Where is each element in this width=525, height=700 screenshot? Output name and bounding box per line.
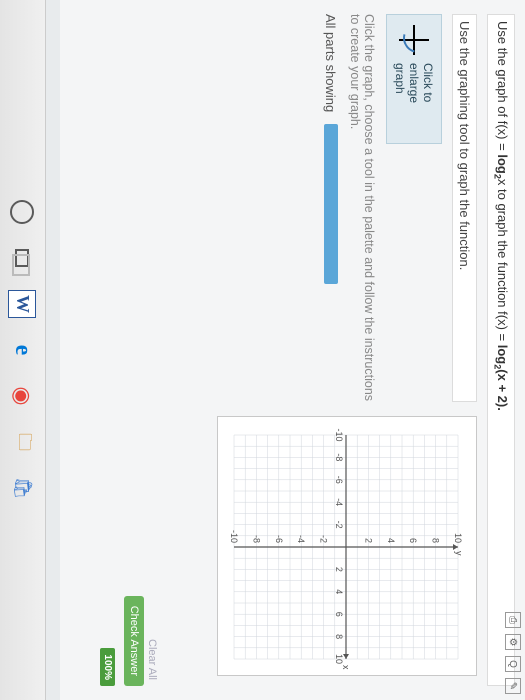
question-panel: ⎙ ⚙ Q ✎ Use the graph of f(x) = log2x to… — [60, 0, 525, 700]
svg-text:2: 2 — [334, 567, 344, 572]
taskbar: W e ◉ 🗀 🛍 — [0, 0, 46, 700]
svg-text:x: x — [341, 665, 351, 670]
svg-text:-6: -6 — [274, 535, 284, 543]
check-answer-button[interactable]: Check Answer — [124, 596, 144, 686]
svg-text:10: 10 — [453, 533, 463, 543]
svg-text:y: y — [454, 551, 464, 556]
settings-icon[interactable]: ⚙ — [505, 634, 521, 650]
svg-text:-2: -2 — [319, 535, 329, 543]
edge-icon[interactable]: e — [9, 336, 37, 364]
parts-progress-bar — [324, 124, 338, 284]
svg-text:-10: -10 — [334, 428, 344, 441]
parts-row: All parts showing — [323, 14, 338, 402]
svg-text:8: 8 — [431, 538, 441, 543]
enlarge-label: Click to enlarge graph — [393, 63, 435, 103]
svg-text:-8: -8 — [334, 453, 344, 461]
cortana-icon[interactable] — [9, 198, 37, 226]
svg-text:6: 6 — [334, 612, 344, 617]
explorer-icon[interactable]: 🗀 — [9, 428, 37, 456]
svg-text:-4: -4 — [334, 498, 344, 506]
store-icon[interactable]: 🛍 — [9, 474, 37, 502]
svg-text:-10: -10 — [229, 530, 239, 543]
print-icon[interactable]: ⎙ — [505, 612, 521, 628]
question-text: Use the graph of f(x) = log2x to graph t… — [487, 14, 515, 686]
svg-text:-2: -2 — [334, 521, 344, 529]
svg-text:4: 4 — [334, 589, 344, 594]
svg-text:-8: -8 — [252, 535, 262, 543]
svg-text:10: 10 — [334, 654, 344, 664]
svg-text:-6: -6 — [334, 476, 344, 484]
svg-text:2: 2 — [364, 538, 374, 543]
svg-text:8: 8 — [334, 634, 344, 639]
axes-icon — [399, 25, 429, 55]
help-icon[interactable]: Q — [505, 656, 521, 672]
edit-icon[interactable]: ✎ — [505, 678, 521, 694]
progress-badge: 100% — [100, 648, 115, 686]
svg-text:-4: -4 — [297, 535, 307, 543]
chrome-icon[interactable]: ◉ — [9, 382, 37, 410]
parts-label: All parts showing — [323, 14, 338, 112]
word-icon[interactable]: W — [9, 290, 37, 318]
enlarge-graph-button[interactable]: Click to enlarge graph — [386, 14, 442, 144]
svg-text:4: 4 — [386, 538, 396, 543]
clear-all-button[interactable]: Clear All — [146, 639, 158, 680]
svg-text:6: 6 — [409, 538, 419, 543]
toolbar-icons: ⎙ ⚙ Q ✎ — [505, 612, 521, 694]
instruction-text: Use the graphing tool to graph the funct… — [452, 14, 477, 402]
hint-text: Click the graph, choose a tool in the pa… — [348, 14, 376, 402]
coordinate-grid[interactable]: -10-10-8-8-6-6-4-4-2-2224466881010xy — [217, 416, 477, 676]
graph-area[interactable]: -10-10-8-8-6-6-4-4-2-2224466881010xy — [212, 416, 477, 686]
taskview-icon[interactable] — [9, 244, 37, 272]
